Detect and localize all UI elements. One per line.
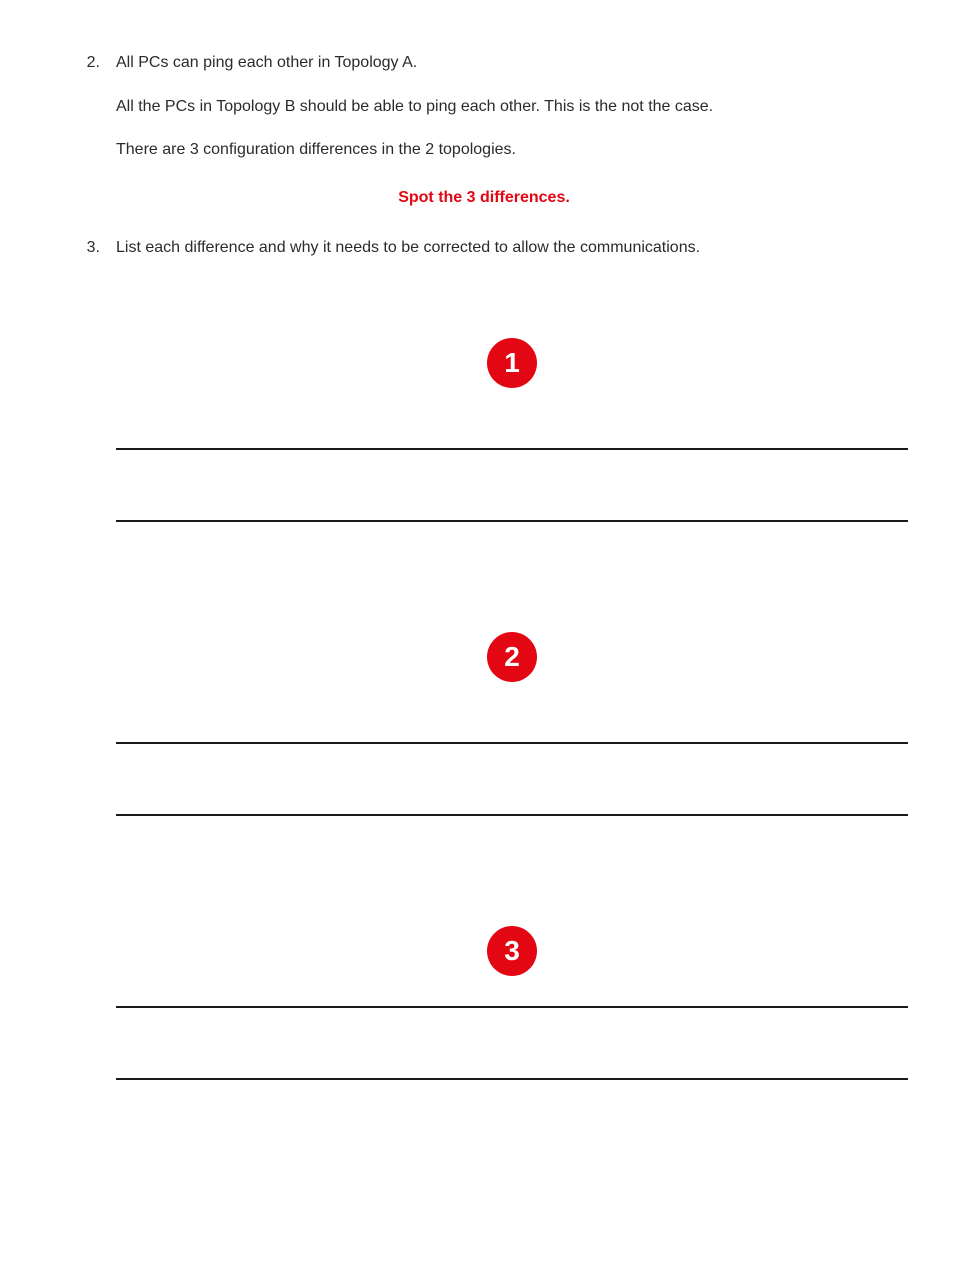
badge-container: 2 bbox=[116, 632, 908, 682]
paragraph: List each difference and why it needs to… bbox=[116, 235, 908, 261]
number-badge-icon: 1 bbox=[487, 338, 537, 388]
number-badge-icon: 2 bbox=[487, 632, 537, 682]
answer-line bbox=[116, 448, 908, 450]
answer-line bbox=[116, 742, 908, 744]
list-body: List each difference and why it needs to… bbox=[116, 235, 908, 279]
worksheet-page: 2. All PCs can ping each other in Topolo… bbox=[0, 0, 968, 1280]
paragraph: All PCs can ping each other in Topology … bbox=[116, 50, 908, 76]
paragraph: All the PCs in Topology B should be able… bbox=[116, 94, 908, 120]
answer-line bbox=[116, 1078, 908, 1080]
list-body: All PCs can ping each other in Topology … bbox=[116, 50, 908, 181]
list-item-2: 2. All PCs can ping each other in Topolo… bbox=[60, 50, 908, 181]
number-badge-icon: 3 bbox=[487, 926, 537, 976]
paragraph: There are 3 configuration differences in… bbox=[116, 137, 908, 163]
list-item-3: 3. List each difference and why it needs… bbox=[60, 235, 908, 279]
badge-container: 3 bbox=[116, 926, 908, 976]
answer-line bbox=[116, 1006, 908, 1008]
badge-container: 1 bbox=[116, 338, 908, 388]
answer-block-1: 1 bbox=[116, 338, 908, 522]
list-number: 3. bbox=[60, 235, 116, 261]
answer-block-2: 2 bbox=[116, 632, 908, 816]
answer-line bbox=[116, 520, 908, 522]
answer-line bbox=[116, 814, 908, 816]
spot-the-differences-callout: Spot the 3 differences. bbox=[60, 189, 908, 207]
list-number: 2. bbox=[60, 50, 116, 76]
answers-region: 1 2 3 bbox=[116, 338, 908, 1080]
answer-block-3: 3 bbox=[116, 926, 908, 1080]
